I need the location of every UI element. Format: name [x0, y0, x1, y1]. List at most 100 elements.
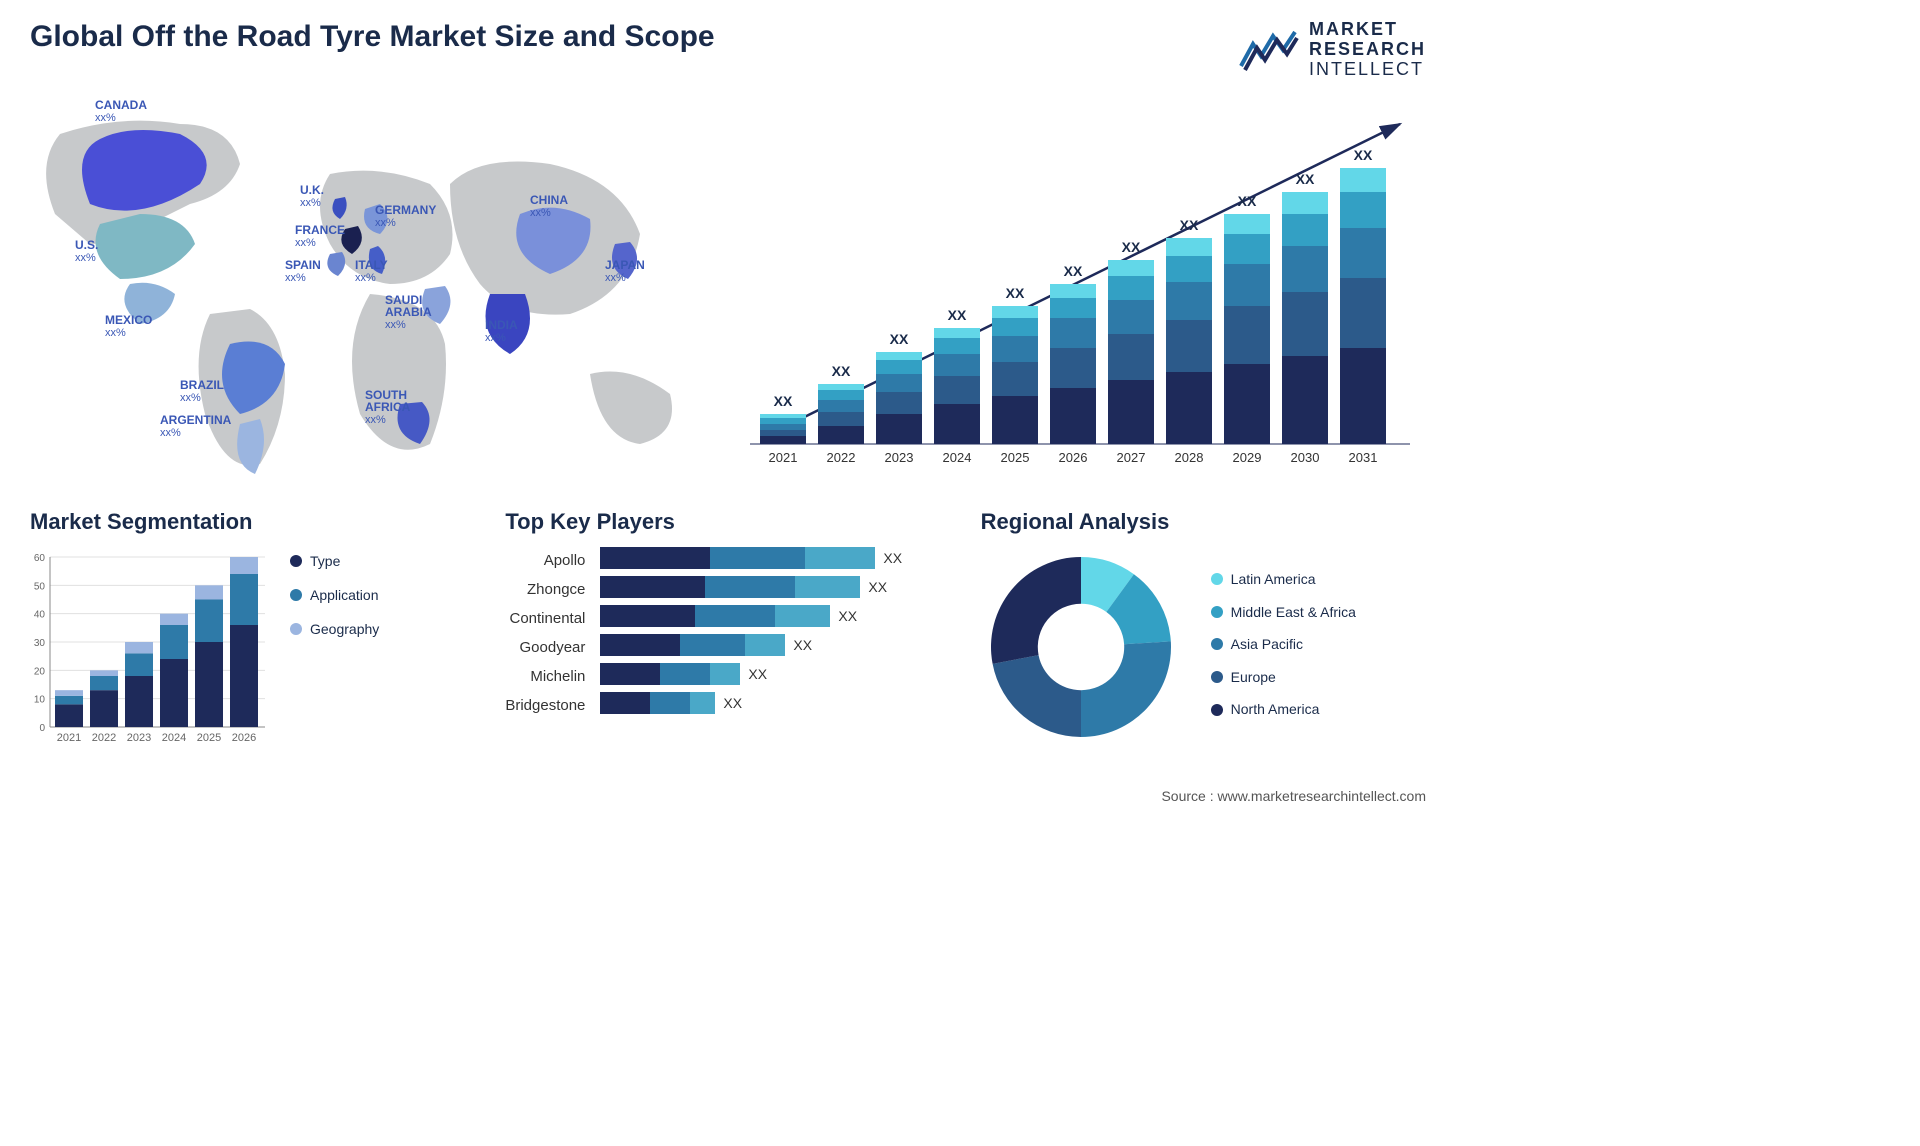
svg-text:2024: 2024: [943, 450, 972, 465]
legend-item: Europe: [1211, 664, 1356, 691]
svg-text:2021: 2021: [57, 732, 81, 744]
player-bar-row: XX: [600, 663, 950, 685]
world-map: CANADAxx%U.S.xx%MEXICOxx%BRAZILxx%ARGENT…: [30, 94, 710, 484]
main-bar-chart: XX2021XX2022XX2023XX2024XX2025XX2026XX20…: [740, 94, 1426, 484]
player-bar-row: XX: [600, 547, 950, 569]
svg-text:xx%: xx%: [75, 252, 96, 264]
svg-text:2026: 2026: [1059, 450, 1088, 465]
svg-text:ARABIA: ARABIA: [385, 305, 432, 319]
player-bar-row: XX: [600, 576, 950, 598]
svg-text:xx%: xx%: [300, 197, 321, 209]
svg-text:XX: XX: [1064, 263, 1083, 279]
logo-line1: MARKET: [1309, 20, 1426, 40]
regional-legend: Latin America Middle East & Africa Asia Pa…: [1211, 566, 1356, 729]
svg-text:CHINA: CHINA: [530, 193, 568, 207]
logo: MARKET RESEARCH INTELLECT: [1239, 20, 1426, 79]
svg-text:XX: XX: [948, 307, 967, 323]
logo-line2: RESEARCH: [1309, 40, 1426, 60]
player-bar-segment: [695, 605, 775, 627]
player-name: Bridgestone: [505, 692, 585, 721]
player-bar-segment: [745, 634, 785, 656]
legend-dot: [1211, 671, 1223, 683]
player-bar-segment: [650, 692, 690, 714]
svg-text:BRAZIL: BRAZIL: [180, 378, 224, 392]
legend-label: Middle East & Africa: [1231, 599, 1356, 626]
svg-text:SPAIN: SPAIN: [285, 258, 321, 272]
player-bar-segment: [795, 576, 860, 598]
player-bar-segment: [705, 576, 795, 598]
player-name: Apollo: [505, 547, 585, 576]
svg-text:xx%: xx%: [365, 414, 386, 426]
svg-text:xx%: xx%: [160, 427, 181, 439]
legend-dot: [290, 589, 302, 601]
svg-text:xx%: xx%: [605, 272, 626, 284]
player-labels: ApolloZhongceContinentalGoodyearMichelin…: [505, 547, 585, 721]
legend-label: Latin America: [1231, 566, 1316, 593]
svg-text:CANADA: CANADA: [95, 98, 147, 112]
legend-dot: [290, 623, 302, 635]
svg-text:MEXICO: MEXICO: [105, 313, 152, 327]
player-bar-segment: [600, 692, 650, 714]
player-bar-segment: [600, 605, 695, 627]
svg-text:XX: XX: [832, 363, 851, 379]
player-bar-segment: [775, 605, 830, 627]
svg-text:2022: 2022: [92, 732, 116, 744]
svg-text:ARGENTINA: ARGENTINA: [160, 413, 232, 427]
svg-text:2023: 2023: [127, 732, 151, 744]
svg-text:2023: 2023: [885, 450, 914, 465]
segmentation-legend: TypeApplicationGeography: [290, 547, 379, 649]
regional-panel: Regional Analysis Latin AmericaMiddle Ea…: [981, 509, 1426, 747]
svg-text:40: 40: [34, 610, 46, 621]
svg-text:2026: 2026: [232, 732, 256, 744]
svg-text:0: 0: [39, 723, 45, 734]
player-bar-segment: [805, 547, 875, 569]
legend-label: Type: [310, 547, 340, 575]
svg-text:U.S.: U.S.: [75, 238, 98, 252]
player-bar-segment: [690, 692, 715, 714]
svg-text:2021: 2021: [769, 450, 798, 465]
player-name: Goodyear: [505, 634, 585, 663]
svg-text:2031: 2031: [1349, 450, 1378, 465]
legend-label: North America: [1231, 696, 1320, 723]
player-bar-row: XX: [600, 634, 950, 656]
svg-text:AFRICA: AFRICA: [365, 400, 411, 414]
player-value: XX: [723, 695, 742, 711]
svg-text:20: 20: [34, 667, 46, 678]
player-value: XX: [748, 666, 767, 682]
svg-text:xx%: xx%: [285, 272, 306, 284]
donut-chart: [981, 547, 1181, 747]
legend-item: Latin America: [1211, 566, 1356, 593]
legend-dot: [290, 555, 302, 567]
svg-text:2025: 2025: [1001, 450, 1030, 465]
player-bar-segment: [680, 634, 745, 656]
legend-item: North America: [1211, 696, 1356, 723]
legend-item: Asia Pacific: [1211, 631, 1356, 658]
svg-text:XX: XX: [1006, 285, 1025, 301]
svg-text:XX: XX: [1180, 217, 1199, 233]
svg-text:xx%: xx%: [485, 332, 506, 344]
svg-text:FRANCE: FRANCE: [295, 223, 345, 237]
legend-item: Middle East & Africa: [1211, 599, 1356, 626]
player-bar-segment: [600, 576, 705, 598]
player-bars: XXXXXXXXXXXX: [600, 547, 950, 721]
player-bar-row: XX: [600, 692, 950, 714]
player-bar-segment: [600, 663, 660, 685]
legend-label: Asia Pacific: [1231, 631, 1303, 658]
legend-item: Type: [290, 547, 379, 575]
svg-text:U.K.: U.K.: [300, 183, 324, 197]
logo-icon: [1239, 26, 1299, 74]
svg-text:XX: XX: [890, 331, 909, 347]
legend-label: Europe: [1231, 664, 1276, 691]
player-value: XX: [868, 579, 887, 595]
svg-text:XX: XX: [1296, 171, 1315, 187]
svg-text:2030: 2030: [1291, 450, 1320, 465]
player-value: XX: [883, 550, 902, 566]
svg-text:2024: 2024: [162, 732, 186, 744]
legend-label: Geography: [310, 615, 379, 643]
legend-dot: [1211, 573, 1223, 585]
svg-text:xx%: xx%: [355, 272, 376, 284]
player-bar-segment: [710, 663, 740, 685]
player-name: Michelin: [505, 663, 585, 692]
svg-text:INDIA: INDIA: [485, 318, 518, 332]
player-value: XX: [793, 637, 812, 653]
